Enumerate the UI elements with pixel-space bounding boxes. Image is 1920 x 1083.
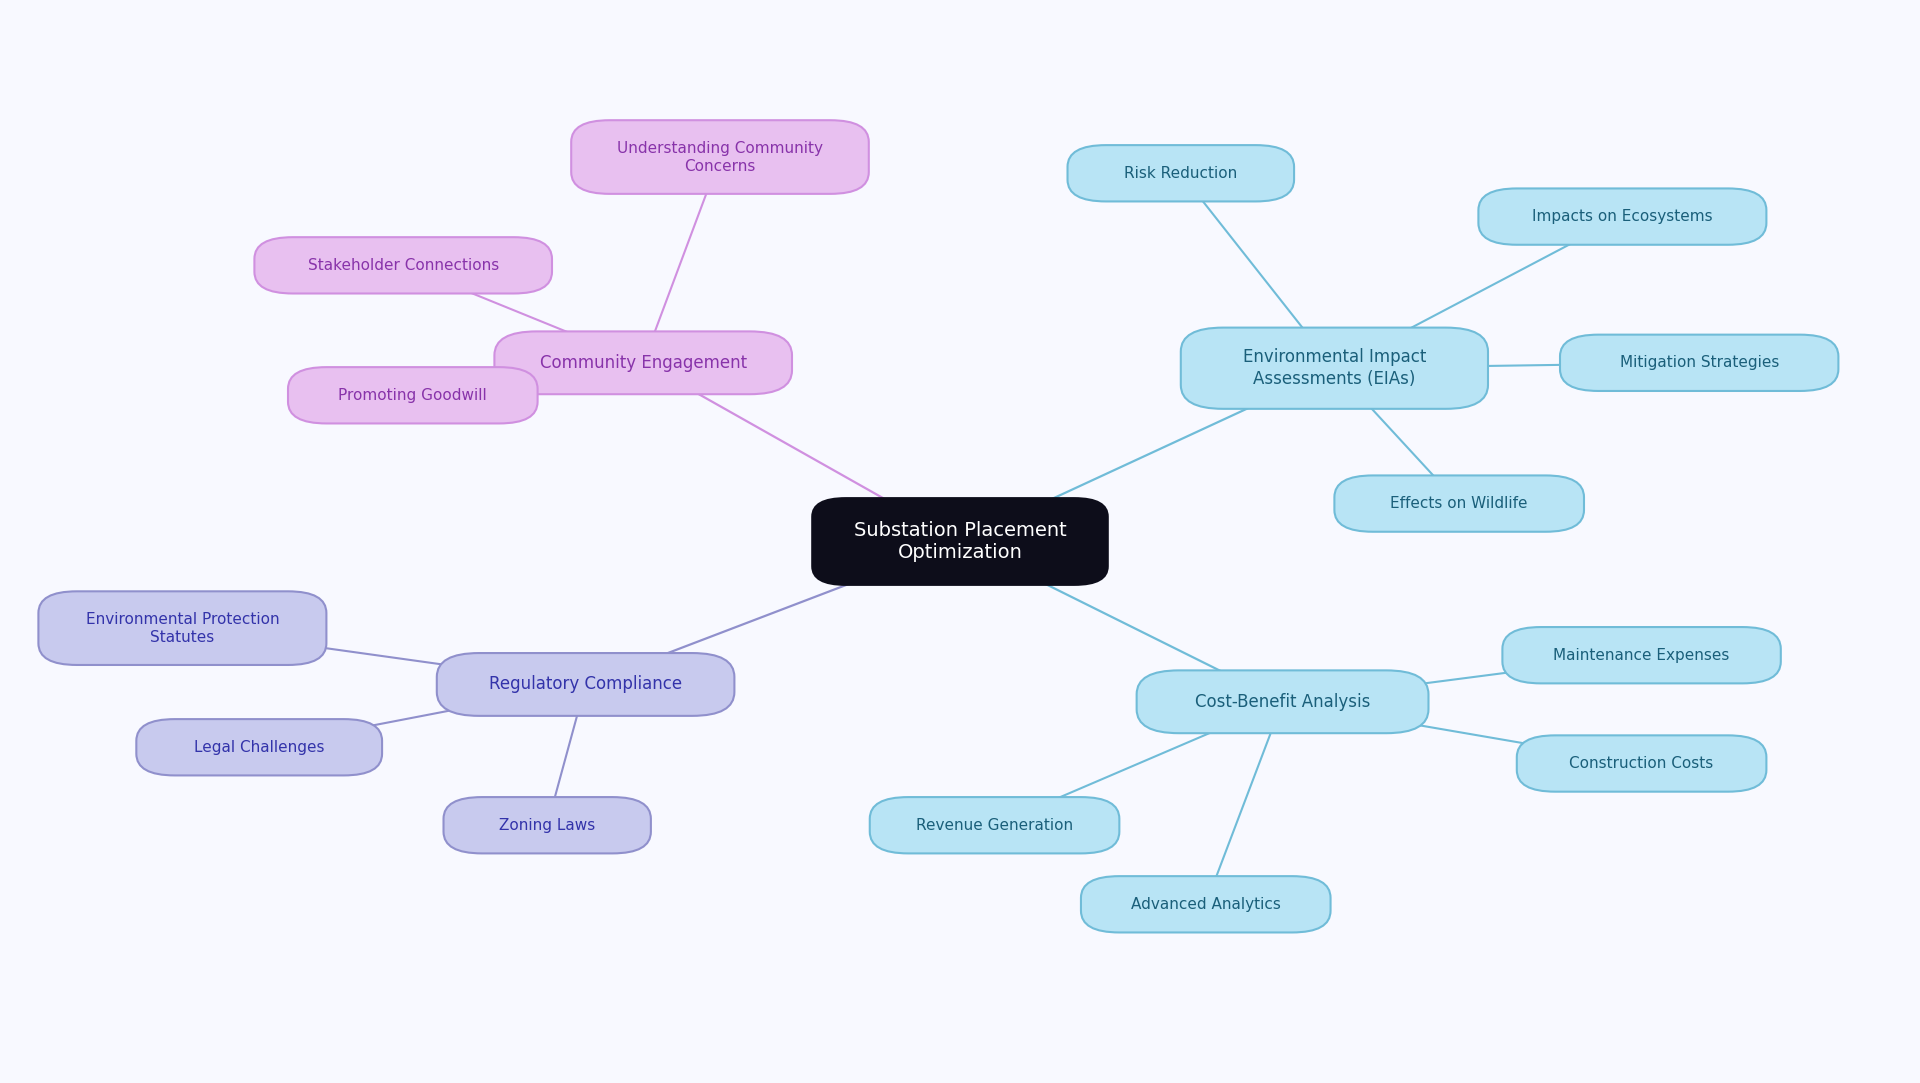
Text: Risk Reduction: Risk Reduction bbox=[1125, 166, 1236, 181]
Text: Promoting Goodwill: Promoting Goodwill bbox=[338, 388, 488, 403]
Text: Environmental Protection
Statutes: Environmental Protection Statutes bbox=[86, 612, 278, 644]
Text: Legal Challenges: Legal Challenges bbox=[194, 740, 324, 755]
Text: Impacts on Ecosystems: Impacts on Ecosystems bbox=[1532, 209, 1713, 224]
FancyBboxPatch shape bbox=[253, 237, 553, 293]
FancyBboxPatch shape bbox=[1137, 670, 1428, 733]
Text: Cost-Benefit Analysis: Cost-Benefit Analysis bbox=[1194, 693, 1371, 710]
FancyBboxPatch shape bbox=[1478, 188, 1766, 245]
Text: Community Engagement: Community Engagement bbox=[540, 354, 747, 371]
Text: Advanced Analytics: Advanced Analytics bbox=[1131, 897, 1281, 912]
FancyBboxPatch shape bbox=[1559, 335, 1839, 391]
FancyBboxPatch shape bbox=[1068, 145, 1294, 201]
FancyBboxPatch shape bbox=[870, 797, 1119, 853]
FancyBboxPatch shape bbox=[1501, 627, 1782, 683]
FancyBboxPatch shape bbox=[572, 120, 868, 194]
FancyBboxPatch shape bbox=[38, 591, 326, 665]
FancyBboxPatch shape bbox=[136, 719, 382, 775]
FancyBboxPatch shape bbox=[444, 797, 651, 853]
Text: Revenue Generation: Revenue Generation bbox=[916, 818, 1073, 833]
FancyBboxPatch shape bbox=[495, 331, 791, 394]
FancyBboxPatch shape bbox=[1081, 876, 1331, 932]
FancyBboxPatch shape bbox=[288, 367, 538, 423]
Text: Maintenance Expenses: Maintenance Expenses bbox=[1553, 648, 1730, 663]
FancyBboxPatch shape bbox=[1517, 735, 1766, 792]
FancyBboxPatch shape bbox=[1334, 475, 1584, 532]
Text: Effects on Wildlife: Effects on Wildlife bbox=[1390, 496, 1528, 511]
Text: Construction Costs: Construction Costs bbox=[1569, 756, 1715, 771]
Text: Stakeholder Connections: Stakeholder Connections bbox=[307, 258, 499, 273]
Text: Understanding Community
Concerns: Understanding Community Concerns bbox=[616, 141, 824, 173]
FancyBboxPatch shape bbox=[810, 497, 1110, 586]
Text: Substation Placement
Optimization: Substation Placement Optimization bbox=[854, 521, 1066, 562]
Text: Regulatory Compliance: Regulatory Compliance bbox=[490, 676, 682, 693]
FancyBboxPatch shape bbox=[1181, 327, 1488, 409]
Text: Environmental Impact
Assessments (EIAs): Environmental Impact Assessments (EIAs) bbox=[1242, 349, 1427, 388]
FancyBboxPatch shape bbox=[436, 653, 733, 716]
Text: Zoning Laws: Zoning Laws bbox=[499, 818, 595, 833]
Text: Mitigation Strategies: Mitigation Strategies bbox=[1619, 355, 1780, 370]
